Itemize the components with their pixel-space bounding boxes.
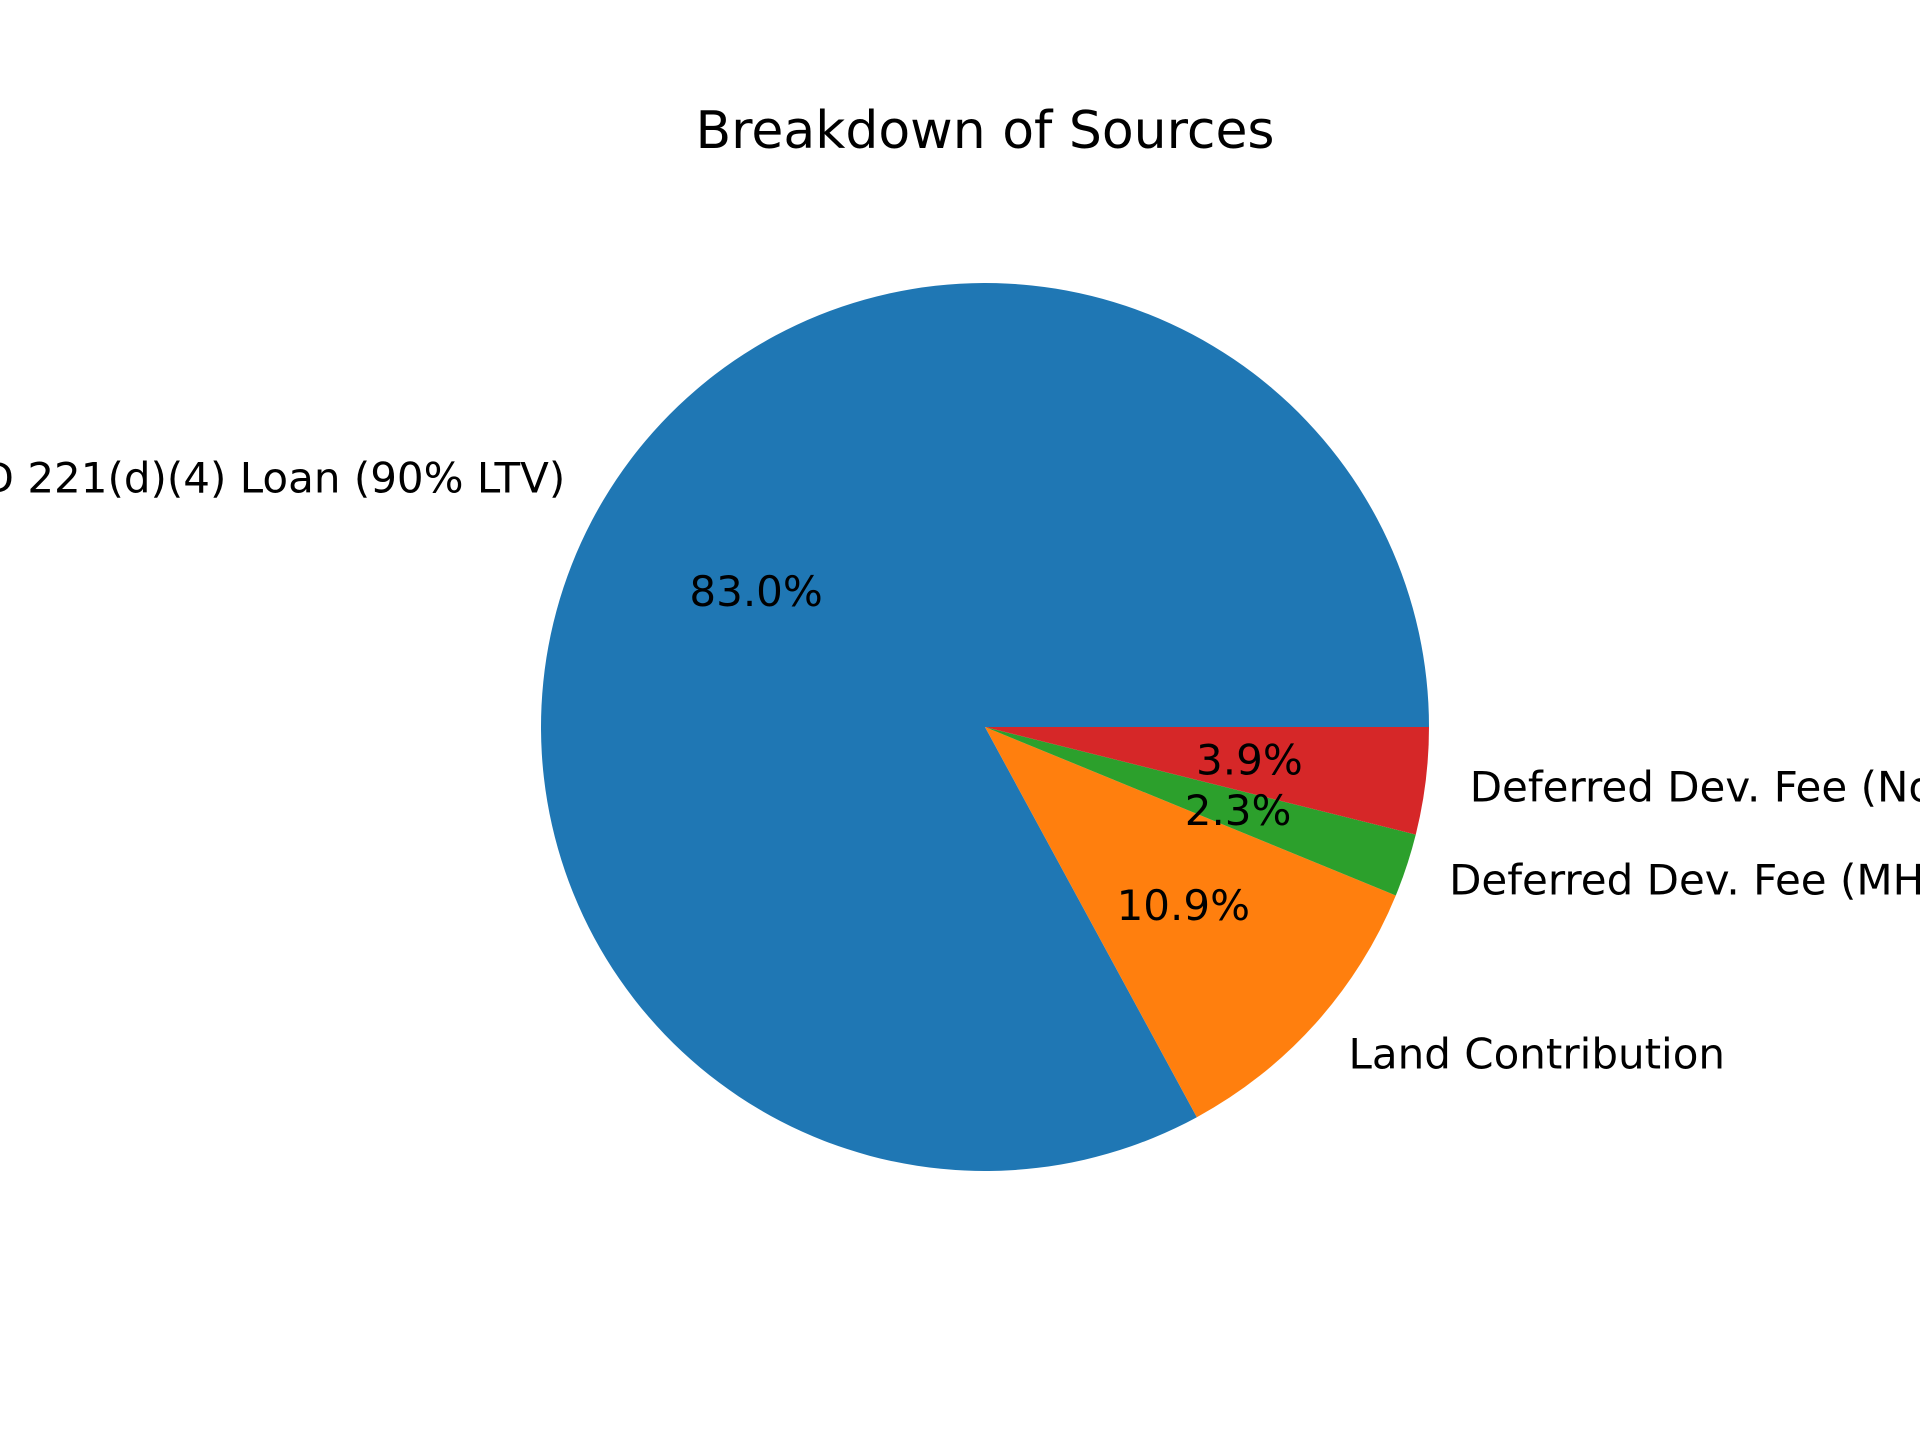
chart-title: Breakdown of Sources	[695, 101, 1275, 161]
pie-category-label-2: Land Contribution	[1349, 1029, 1726, 1078]
pie-slice-1	[541, 283, 1429, 1172]
pie-slice-4	[985, 727, 1429, 835]
pie-category-label-1: D 221(d)(4) Loan (90% LTV)	[0, 453, 565, 502]
pie-category-label-4: Deferred Dev. Fee (No	[1470, 763, 1920, 812]
pie-slice-2	[985, 727, 1396, 1118]
pie-pct-label-1: 83.0%	[689, 567, 822, 616]
pie-category-label-3: Deferred Dev. Fee (MH	[1449, 855, 1920, 904]
pie-slice-3	[985, 727, 1416, 896]
pie-pct-label-3: 2.3%	[1185, 786, 1292, 835]
pie-pct-label-2: 10.9%	[1117, 881, 1250, 930]
pie-pct-label-4: 3.9%	[1196, 736, 1303, 785]
